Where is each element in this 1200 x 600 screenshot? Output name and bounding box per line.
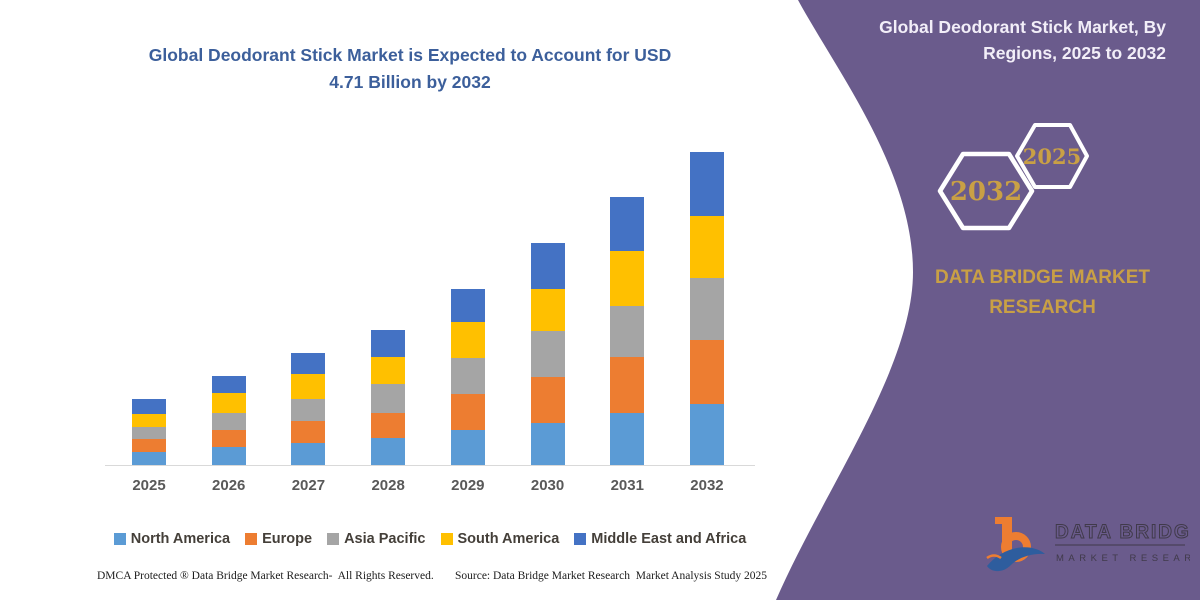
- bar-segment: [689, 340, 724, 404]
- stacked-bar-2027: [291, 353, 326, 465]
- stacked-bar-2030: [530, 243, 565, 465]
- x-axis-label: 2025: [132, 477, 166, 494]
- bar-segment: [450, 358, 485, 394]
- legend-label: Europe: [262, 531, 313, 547]
- bar-segment: [291, 353, 326, 374]
- legend-swatch-icon: [113, 533, 126, 545]
- bar-segment: [689, 404, 724, 465]
- bar-segment: [450, 430, 485, 465]
- legend-item: Asia Pacific: [327, 531, 426, 547]
- logo-subtitle: MARKET RESEARCH: [1056, 553, 1190, 564]
- legend-item: Europe: [245, 531, 312, 547]
- bar-segment: [689, 278, 724, 340]
- bar-segment: [211, 393, 246, 413]
- hexagon-2025: [1015, 123, 1089, 189]
- bar-segment: [450, 289, 485, 322]
- bar-segment: [132, 399, 166, 414]
- bar-segment: [291, 399, 326, 421]
- legend-swatch-icon: [245, 533, 258, 545]
- panel-title-line2: Regions, 2025 to 2032: [983, 43, 1166, 63]
- hexagon-2032: [937, 151, 1035, 231]
- data-bridge-logo-graphic: DATA BRIDGE MARKET RESEARCH: [986, 517, 1200, 572]
- bar-segment: [610, 357, 645, 413]
- legend-swatch-icon: [574, 533, 587, 545]
- bar-segment: [530, 243, 565, 289]
- hexagon-2032-label: 2032: [950, 177, 1022, 207]
- bar-segment: [450, 394, 485, 430]
- bar-segment: [132, 439, 166, 452]
- bar-segment: [530, 331, 565, 377]
- x-axis-label: 2032: [690, 477, 724, 494]
- bar-segment: [371, 413, 406, 438]
- bar-segment: [211, 430, 246, 447]
- x-axis-label: 2027: [291, 477, 326, 494]
- bar-segment: [610, 197, 645, 251]
- chart-title-line1: Global Deodorant Stick Market is Expecte…: [148, 45, 672, 65]
- side-panel-background: [776, 0, 1200, 600]
- x-axis-label: 2026: [212, 477, 246, 494]
- bar-segment: [291, 374, 326, 399]
- stacked-bar-2025: [132, 399, 166, 465]
- legend-label: Asia Pacific: [344, 531, 426, 547]
- brand-text: DATA BRIDGE MARKET RESEARCH: [935, 267, 1150, 318]
- panel-title-line1: Global Deodorant Stick Market, By: [879, 17, 1166, 37]
- stacked-bar-2028: [371, 330, 406, 465]
- bar-segment: [211, 413, 246, 430]
- legend-label: North America: [130, 531, 231, 547]
- bar-segment: [371, 330, 406, 357]
- bar-segment: [689, 152, 724, 216]
- data-bridge-logo: DATA BRIDGE MARKET RESEARCH: [985, 514, 1200, 591]
- bar-segment: [132, 427, 166, 439]
- bar-segment: [371, 384, 406, 413]
- stacked-bar-2029: [450, 289, 485, 465]
- x-axis-label: 2030: [530, 477, 565, 494]
- legend: North America Europe Asia Pacific South Ame…: [60, 531, 800, 547]
- bar-segment: [450, 322, 485, 358]
- bar-segment: [610, 306, 645, 357]
- x-axis-label: 2031: [610, 477, 644, 494]
- bar-segment: [371, 438, 406, 465]
- bar-segment: [610, 251, 645, 306]
- chart-title-line2: 4.71 Billion by 2032: [329, 72, 491, 92]
- data-bridge-logo-icon: [986, 517, 1045, 572]
- x-axis-label: 2029: [451, 477, 485, 494]
- legend-swatch-icon: [440, 533, 453, 545]
- bar-segment: [132, 414, 166, 427]
- legend-item: North America: [113, 531, 231, 547]
- logo-wordmark: DATA BRIDGE: [1055, 522, 1190, 543]
- stacked-bar-2032: [689, 152, 724, 465]
- hexagon-2025-label: 2025: [1023, 144, 1081, 169]
- stacked-bar-2031: [610, 197, 645, 465]
- bar-segment: [371, 357, 406, 384]
- bar-segment: [610, 413, 645, 465]
- bar-segment: [132, 452, 166, 465]
- chart-title: Global Deodorant Stick Market is Expecte…: [105, 42, 715, 96]
- x-axis-label: 2028: [371, 477, 405, 494]
- plot-area: [105, 140, 755, 466]
- legend-item: South America: [440, 531, 560, 547]
- panel-title: Global Deodorant Stick Market, By Region…: [836, 14, 1166, 66]
- bar-segment: [211, 447, 246, 465]
- bar-segment: [530, 289, 565, 331]
- bar-segment: [530, 423, 565, 465]
- dmca-text: DMCA Protected ® Data Bridge Market Rese…: [97, 570, 434, 582]
- source-text: Source: Data Bridge Market Research Mark…: [455, 570, 768, 582]
- stacked-bar-2026: [211, 376, 246, 465]
- bar-segment: [291, 443, 326, 465]
- legend-label: South America: [457, 531, 560, 547]
- legend-swatch-icon: [327, 533, 340, 545]
- bar-segment: [689, 216, 724, 278]
- legend-label: Middle East and Africa: [591, 531, 747, 547]
- legend-item: Middle East and Africa: [574, 531, 746, 547]
- x-axis: 2025 2026 2027 2028 2029 2030 2031 2032: [105, 477, 755, 499]
- bar-segment: [530, 377, 565, 423]
- bar-segment: [291, 421, 326, 443]
- bar-segment: [211, 376, 246, 393]
